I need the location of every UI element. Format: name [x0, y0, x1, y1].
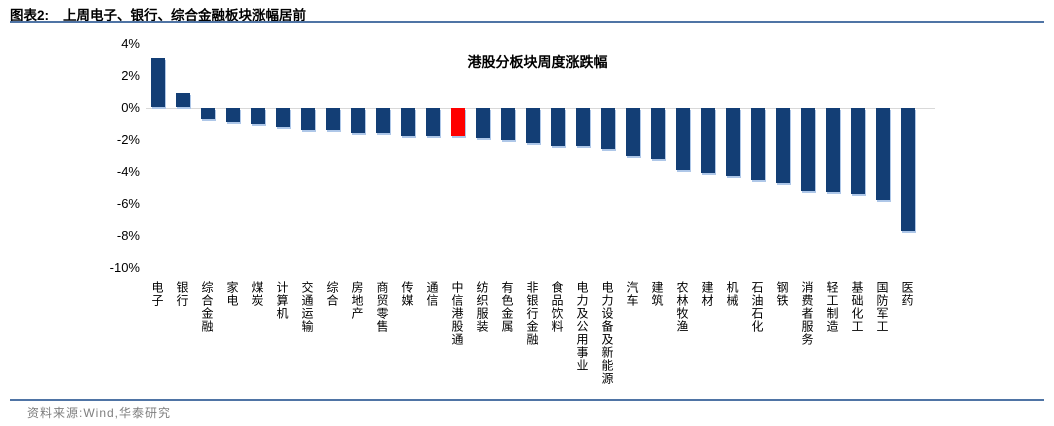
x-axis-label: 电力及公用事业 — [575, 281, 589, 372]
bar — [301, 107, 315, 130]
x-axis-label: 钢铁 — [775, 281, 789, 307]
bar — [351, 107, 365, 134]
x-axis-label: 有色金属 — [500, 281, 514, 333]
bar — [776, 107, 790, 183]
bar — [601, 107, 615, 150]
y-axis-tick-label: 0% — [121, 99, 140, 115]
x-axis-label: 纺织服装 — [475, 281, 489, 333]
bar — [176, 93, 190, 108]
bar — [676, 107, 690, 170]
x-axis-label: 综合 — [325, 281, 339, 307]
footer-divider — [10, 399, 1044, 401]
x-axis-label: 非银行金融 — [525, 281, 539, 346]
x-axis-label: 基础化工 — [850, 281, 864, 333]
x-axis-label: 交通运输 — [300, 281, 314, 333]
x-axis-label: 通信 — [425, 281, 439, 307]
x-axis-label: 传媒 — [400, 281, 414, 307]
x-axis-label: 电力设备及新能源 — [600, 281, 614, 385]
bar — [726, 107, 740, 177]
figure-header: 图表2: 上周电子、银行、综合金融板块涨幅居前 — [10, 4, 1044, 24]
figure-title: 上周电子、银行、综合金融板块涨幅居前 — [63, 8, 307, 23]
x-axis-label: 中信港股通 — [450, 281, 464, 346]
y-axis-tick-label: 4% — [121, 35, 140, 51]
y-axis-tick-label: -6% — [116, 195, 140, 211]
bar — [651, 107, 665, 159]
x-axis-label: 银行 — [175, 281, 189, 307]
bar — [276, 107, 290, 127]
bar — [801, 107, 815, 191]
bar — [151, 57, 165, 108]
y-axis-tick-label: -8% — [116, 227, 140, 243]
x-axis-label: 建筑 — [650, 281, 664, 307]
x-axis-label: 机械 — [725, 281, 739, 307]
bar — [376, 107, 390, 134]
bar — [576, 107, 590, 146]
bar — [476, 107, 490, 138]
header-divider — [10, 21, 1044, 23]
bar — [526, 107, 540, 143]
x-axis-label: 建材 — [700, 281, 714, 307]
x-axis-label: 农林牧渔 — [675, 281, 689, 333]
bar — [876, 107, 890, 201]
x-axis-label: 计算机 — [275, 281, 289, 320]
y-axis-tick-label: -4% — [116, 163, 140, 179]
bar — [226, 107, 240, 122]
x-axis-label: 医药 — [900, 281, 914, 307]
x-axis-label: 国防军工 — [875, 281, 889, 333]
x-axis-label: 汽车 — [625, 281, 639, 307]
bar — [426, 107, 440, 137]
bar-highlighted — [451, 107, 465, 137]
x-axis-label: 电子 — [150, 281, 164, 307]
x-axis-label: 消费者服务 — [800, 281, 814, 346]
x-axis-label: 煤炭 — [250, 281, 264, 307]
bar — [826, 107, 840, 193]
y-axis-tick-label: 2% — [121, 67, 140, 83]
bar — [201, 107, 215, 119]
bar — [626, 107, 640, 156]
x-axis-label: 轻工制造 — [825, 281, 839, 333]
bar — [701, 107, 715, 174]
x-axis-label: 综合金融 — [200, 281, 214, 333]
chart-title: 港股分板块周度涨跌幅 — [467, 54, 608, 70]
x-axis-label: 商贸零售 — [375, 281, 389, 333]
bar — [751, 107, 765, 180]
zero-axis-line — [146, 108, 935, 109]
x-axis-label: 食品饮料 — [550, 281, 564, 333]
bar — [901, 107, 915, 231]
bar — [251, 107, 265, 124]
bar — [501, 107, 515, 140]
figure-label: 图表2: — [10, 8, 50, 23]
source-note: 资料来源:Wind,华泰研究 — [27, 406, 172, 420]
bar — [401, 107, 415, 137]
x-axis-label: 房地产 — [350, 281, 364, 320]
y-axis-tick-label: -10% — [109, 259, 140, 275]
bar — [326, 107, 340, 130]
x-axis-label: 家电 — [225, 281, 239, 307]
bar — [551, 107, 565, 146]
y-axis-tick-label: -2% — [116, 131, 140, 147]
bar — [851, 107, 865, 194]
x-axis-label: 石油石化 — [750, 281, 764, 333]
